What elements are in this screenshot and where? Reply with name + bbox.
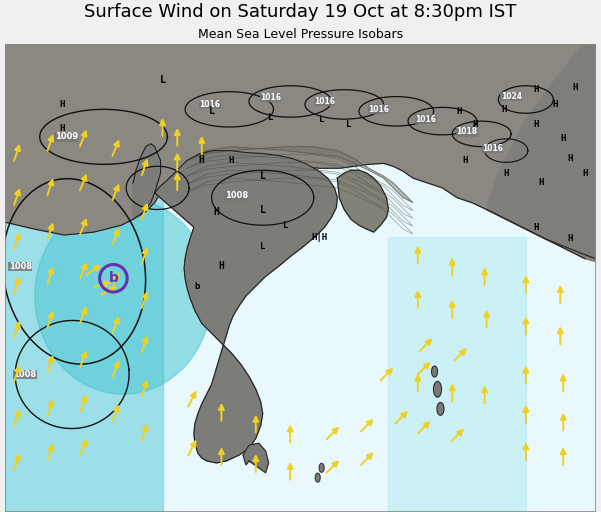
Text: H: H — [533, 223, 538, 231]
Text: L: L — [319, 115, 325, 123]
Text: H: H — [472, 120, 478, 129]
Text: b: b — [108, 271, 118, 285]
Polygon shape — [388, 237, 526, 512]
Polygon shape — [5, 44, 162, 512]
Polygon shape — [154, 151, 337, 463]
Text: L: L — [260, 171, 266, 181]
Text: Mean Sea Level Pressure Isobars: Mean Sea Level Pressure Isobars — [198, 28, 403, 41]
Text: H: H — [533, 85, 538, 94]
Text: 1016: 1016 — [199, 100, 220, 109]
Text: L: L — [282, 221, 288, 230]
Text: 1008: 1008 — [13, 370, 37, 379]
Ellipse shape — [437, 402, 444, 415]
Text: H: H — [462, 156, 468, 165]
Text: H: H — [59, 124, 65, 134]
Ellipse shape — [316, 473, 320, 482]
Text: H: H — [219, 262, 224, 271]
Text: 1008: 1008 — [8, 262, 32, 271]
Polygon shape — [187, 146, 413, 203]
Text: 1016: 1016 — [314, 97, 335, 106]
Text: H: H — [533, 120, 538, 129]
Text: 1024: 1024 — [501, 92, 522, 101]
Text: H: H — [504, 168, 509, 178]
Text: 1018: 1018 — [456, 127, 478, 136]
Text: L: L — [268, 113, 273, 122]
Ellipse shape — [35, 198, 212, 394]
Text: H: H — [567, 234, 573, 244]
Text: H: H — [538, 179, 543, 187]
Text: 1016: 1016 — [482, 144, 503, 153]
Text: H: H — [199, 156, 205, 165]
Ellipse shape — [432, 366, 438, 377]
Text: H: H — [567, 154, 573, 163]
Text: H: H — [456, 107, 462, 116]
Text: Surface Wind on Saturday 19 Oct at 8:30pm IST: Surface Wind on Saturday 19 Oct at 8:30p… — [84, 3, 517, 21]
Ellipse shape — [433, 381, 442, 397]
Text: 1008: 1008 — [225, 191, 248, 200]
Text: L: L — [260, 204, 266, 215]
Text: 1016: 1016 — [260, 93, 281, 102]
Text: H: H — [553, 100, 558, 109]
Text: 1009: 1009 — [55, 132, 78, 141]
Text: H|H: H|H — [311, 232, 328, 242]
Text: 1016: 1016 — [368, 105, 389, 114]
Polygon shape — [487, 44, 596, 262]
Text: H: H — [59, 100, 65, 109]
Text: L: L — [159, 75, 166, 85]
Polygon shape — [5, 44, 596, 512]
Polygon shape — [133, 144, 160, 219]
Polygon shape — [5, 44, 596, 259]
Text: H: H — [228, 156, 234, 165]
Polygon shape — [243, 443, 269, 473]
Text: L: L — [260, 242, 266, 251]
Ellipse shape — [319, 463, 324, 472]
Text: b: b — [194, 282, 200, 291]
Text: H: H — [572, 83, 578, 92]
Text: L: L — [346, 120, 352, 129]
Text: H: H — [561, 134, 566, 143]
Text: L: L — [209, 106, 215, 116]
Polygon shape — [337, 170, 388, 232]
Text: H: H — [582, 168, 588, 178]
Text: H: H — [502, 105, 507, 114]
Text: 1016: 1016 — [415, 115, 436, 123]
Text: H: H — [213, 207, 219, 218]
